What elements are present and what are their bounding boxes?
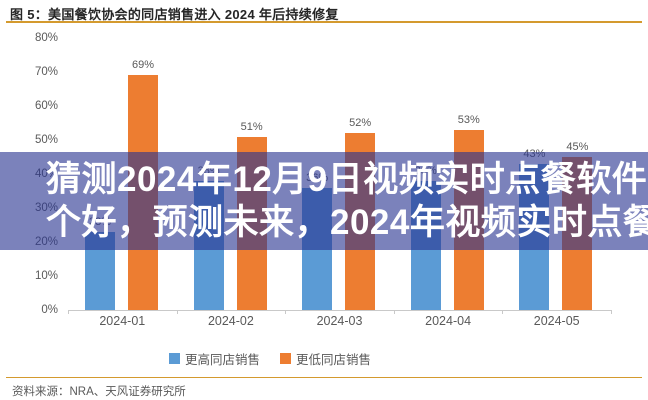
x-axis-line bbox=[68, 310, 611, 311]
x-axis-category-label: 2024-03 bbox=[316, 314, 363, 328]
y-axis-tick-label: 50% bbox=[34, 133, 58, 146]
y-axis-tick-label: 80% bbox=[34, 31, 58, 44]
x-axis-category-label: 2024-05 bbox=[533, 314, 580, 328]
x-axis-category-label: 2024-02 bbox=[207, 314, 254, 328]
chart-legend: 更高同店销售 更低同店销售 bbox=[0, 349, 540, 368]
bar-value-label: 45% bbox=[566, 141, 589, 153]
source-divider bbox=[6, 377, 642, 378]
title-underline bbox=[6, 21, 642, 23]
legend-label: 更低同店销售 bbox=[296, 352, 372, 367]
source-note: 资料来源：NRA、天风证券研究所 bbox=[12, 386, 186, 398]
x-axis-category-label: 2024-04 bbox=[425, 314, 472, 328]
legend-label: 更高同店销售 bbox=[184, 352, 260, 367]
legend-item-higher-sales: 更高同店销售 bbox=[168, 349, 260, 368]
y-axis-tick-label: 0% bbox=[41, 303, 58, 316]
bar-value-label: 53% bbox=[457, 113, 480, 126]
x-axis-tick bbox=[285, 310, 287, 314]
legend-swatch-icon bbox=[168, 352, 180, 364]
x-axis-tick bbox=[176, 310, 178, 314]
figure-title: 图 5：美国餐饮协会的同店销售进入 2024 年后持续修复 bbox=[10, 7, 339, 22]
x-axis-tick bbox=[68, 310, 69, 314]
headline-overlay: 猜测2024年12月9日视频实时点餐软件哪 个好，预测未来，2024年视频实时点… bbox=[0, 152, 648, 250]
y-axis-tick-label: 10% bbox=[34, 269, 58, 282]
bar-value-label: 51% bbox=[240, 120, 263, 133]
x-axis-tick bbox=[393, 310, 395, 314]
legend-item-lower-sales: 更低同店销售 bbox=[280, 349, 371, 368]
y-axis-tick-label: 70% bbox=[34, 65, 58, 78]
headline-line-1: 猜测2024年12月9日视频实时点餐软件哪 bbox=[46, 160, 648, 199]
y-axis-tick-label: 60% bbox=[34, 99, 58, 112]
x-axis-category-label: 2024-01 bbox=[99, 314, 146, 328]
x-axis-tick bbox=[502, 310, 504, 314]
bar-value-label: 52% bbox=[349, 117, 372, 130]
x-axis-tick bbox=[611, 310, 612, 314]
legend-swatch-icon bbox=[280, 352, 291, 364]
headline-line-2: 个好，预测未来，2024年视频实时点餐软 bbox=[46, 203, 648, 242]
bar-value-label: 69% bbox=[131, 59, 155, 72]
